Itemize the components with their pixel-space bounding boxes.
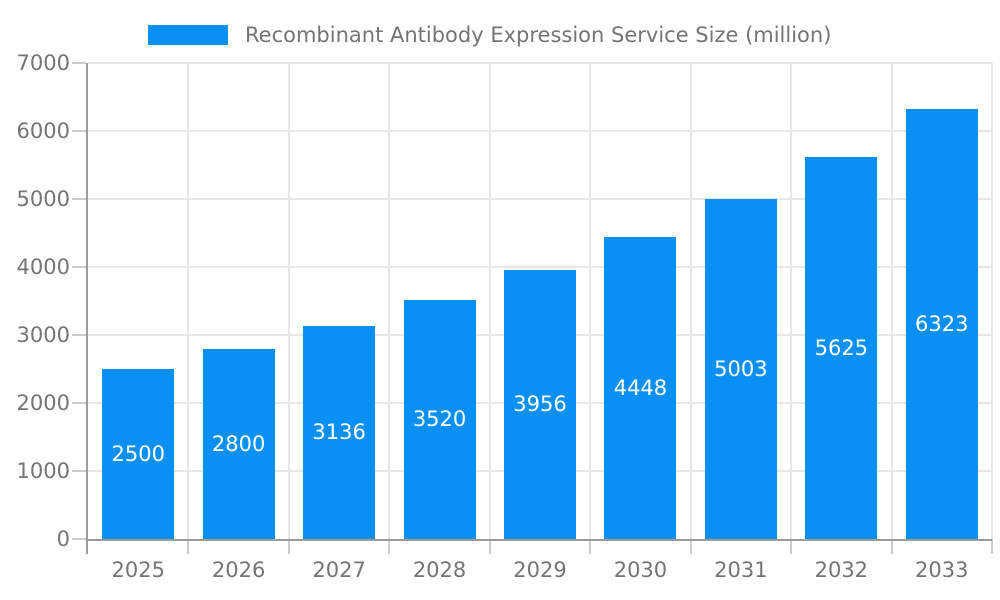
y-tick	[72, 538, 86, 540]
x-tick	[689, 539, 692, 554]
x-tick	[790, 539, 793, 554]
x-tick	[589, 539, 592, 554]
bar-value-label: 2500	[111, 442, 165, 466]
y-gridline	[88, 130, 992, 132]
bar-value-label: 3520	[412, 407, 467, 432]
y-gridline	[88, 198, 992, 200]
x-tick-label: 2026	[211, 558, 266, 582]
y-tick	[72, 198, 86, 200]
x-tick	[991, 539, 993, 554]
y-gridline	[88, 62, 992, 64]
y-tick-label: 1000	[16, 459, 70, 483]
y-tick-label: 0	[56, 527, 70, 551]
chart-legend: Recombinant Antibody Expression Service …	[148, 23, 831, 47]
bar: 2800	[202, 348, 275, 539]
bar: 2500	[102, 369, 175, 539]
x-tick	[388, 539, 391, 554]
x-gridline	[790, 63, 793, 539]
bar-value-label: 3956	[513, 392, 567, 417]
y-tick	[72, 266, 86, 268]
x-tick	[187, 539, 190, 554]
bar-value-label: 5625	[814, 335, 869, 360]
x-tick-label: 2029	[513, 558, 567, 582]
bar-value-label: 4448	[613, 375, 668, 400]
bar: 6323	[905, 109, 978, 539]
y-tick	[72, 130, 86, 132]
y-tick-label: 7000	[16, 51, 70, 75]
y-tick-label: 2000	[16, 391, 70, 415]
x-tick-label: 2033	[915, 558, 969, 582]
x-gridline	[388, 63, 391, 539]
y-tick-label: 3000	[16, 323, 70, 347]
x-gridline	[991, 63, 993, 539]
x-tick-label: 2032	[814, 558, 869, 582]
x-gridline	[488, 63, 491, 539]
bar-value-label: 5003	[714, 356, 768, 381]
y-tick-label: 5000	[16, 187, 70, 211]
bar: 5003	[704, 198, 777, 539]
x-gridline	[287, 63, 290, 539]
legend-swatch	[148, 25, 228, 45]
y-axis-line	[86, 63, 88, 554]
plot-area: 0 1000 2000 3000 4000 5000 6000 7000 2500 2800 313…	[17, 51, 993, 582]
legend-label: Recombinant Antibody Expression Service …	[245, 23, 832, 47]
y-tick-label: 4000	[16, 255, 70, 279]
bar: 4448	[604, 236, 677, 539]
x-axis-line	[86, 539, 992, 541]
bar-value-label: 2800	[211, 431, 266, 456]
x-gridline	[187, 63, 190, 539]
x-tick	[287, 539, 290, 554]
x-tick-label: 2027	[312, 558, 366, 582]
bar: 3956	[504, 269, 576, 539]
x-tick	[488, 539, 491, 554]
y-tick	[72, 470, 86, 472]
bar-value-label: 6323	[915, 312, 969, 336]
bar-value-label: 3136	[312, 420, 366, 445]
y-tick-label: 6000	[16, 119, 70, 143]
bar: 3520	[403, 299, 476, 539]
x-tick-label: 2028	[412, 558, 467, 582]
bar: 5625	[805, 156, 878, 539]
y-tick	[72, 334, 86, 336]
y-tick	[72, 402, 86, 404]
x-gridline	[589, 63, 592, 539]
x-tick-label: 2030	[613, 558, 668, 582]
bar: 3136	[303, 325, 376, 539]
x-tick-label: 2025	[111, 558, 165, 582]
x-gridline	[890, 63, 893, 539]
y-tick	[72, 62, 86, 64]
y-gridline	[88, 266, 992, 268]
x-gridline	[689, 63, 692, 539]
x-tick	[890, 539, 893, 554]
x-tick-label: 2031	[714, 558, 768, 582]
